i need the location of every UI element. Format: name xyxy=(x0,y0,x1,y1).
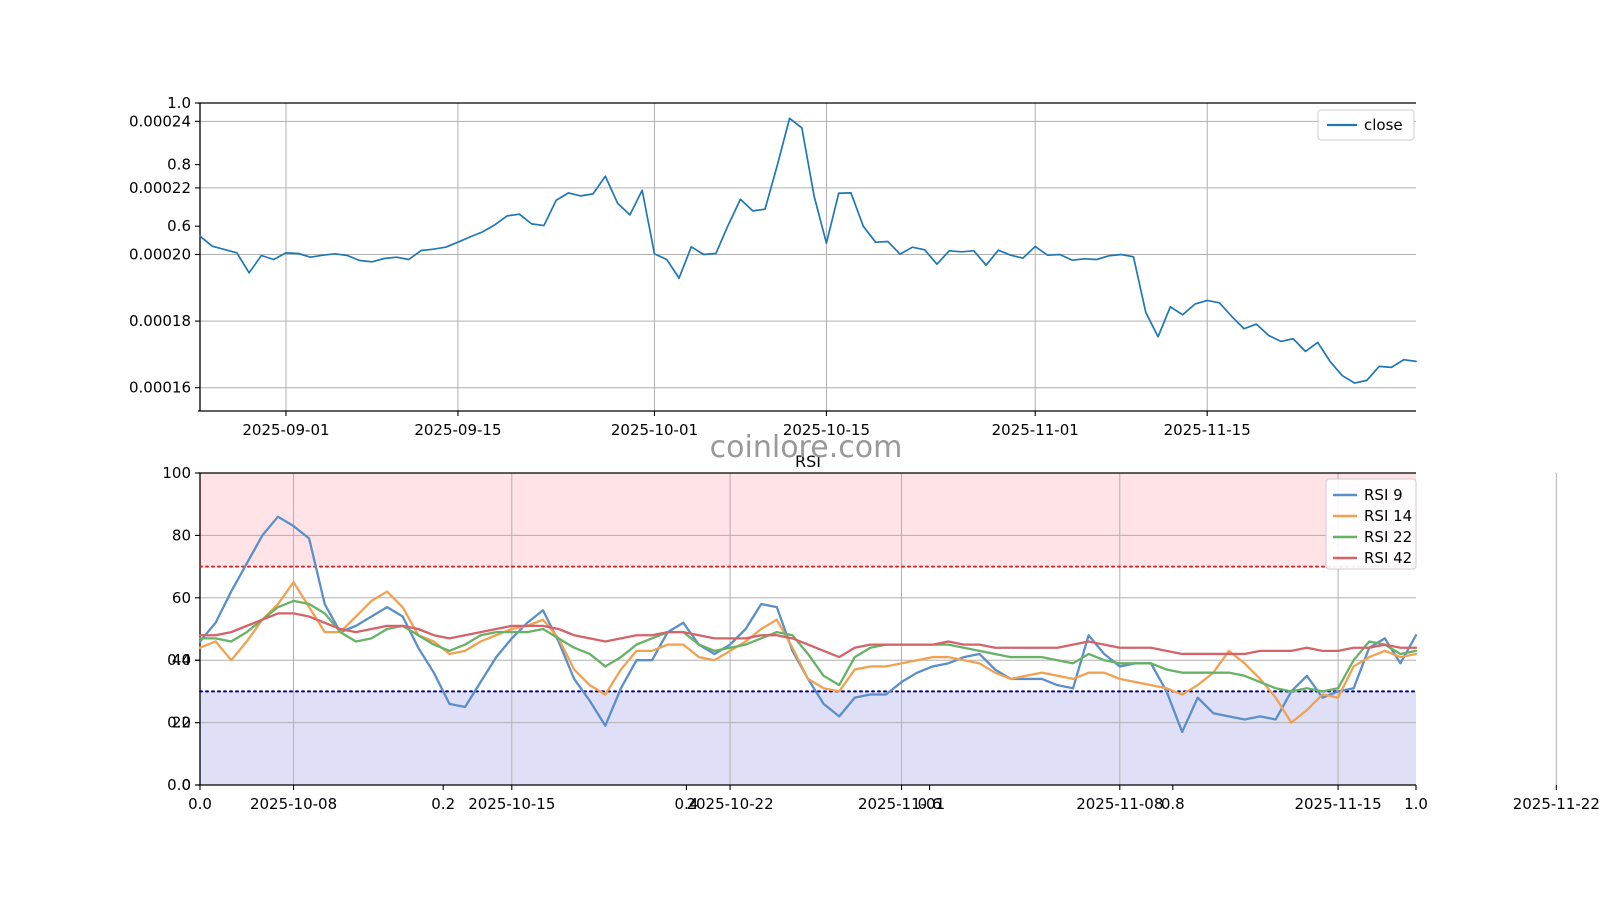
rsi-title: RSI xyxy=(795,452,821,471)
rsi-ytick-label: 80 xyxy=(172,526,191,544)
price-ytick-label: 0.00018 xyxy=(129,312,191,330)
price-xtick-label: 2025-10-01 xyxy=(611,421,698,439)
rsi-legend-box xyxy=(1325,478,1417,570)
rsi-panel: 0 20 40 60 80 100 0.0 0.2 0.4 2025-10-08 2025-10-1… xyxy=(162,452,1600,813)
price-ytick-label-secondary: 0.8 xyxy=(167,156,191,174)
price-xtick-label: 2025-11-15 xyxy=(1164,421,1251,439)
rsi-xtick-label-numeric: 0.2 xyxy=(431,795,455,813)
price-ytick-label: 0.00020 xyxy=(129,246,191,264)
price-legend-box xyxy=(1317,109,1415,141)
rsi-ytick-label: 20 xyxy=(172,714,191,732)
rsi-xtick-label: 2025-11-01 xyxy=(858,795,945,813)
price-xtick-label: 2025-11-01 xyxy=(992,421,1079,439)
rsi-ytick-label: 0 xyxy=(181,776,191,794)
rsi-xtick-label: 2025-10-15 xyxy=(468,795,555,813)
price-legend-label-close: close xyxy=(1364,116,1403,134)
rsi-ytick-label: 100 xyxy=(162,464,191,482)
rsi-overbought-band xyxy=(200,473,1416,567)
rsi-ytick-label-secondary: 0.4 xyxy=(167,651,191,669)
price-ytick-label: 0.00022 xyxy=(129,179,191,197)
rsi-legend-label-rsi-9: RSI 9 xyxy=(1364,486,1403,504)
rsi-xtick-label-numeric: 0.4 xyxy=(674,795,698,813)
rsi-legend-label-rsi-42: RSI 42 xyxy=(1364,549,1412,567)
rsi-xtick-label: 2025-10-08 xyxy=(250,795,337,813)
rsi-xtick-label-numeric: 1.0 xyxy=(1404,795,1428,813)
price-xtick-label: 2025-09-01 xyxy=(242,421,329,439)
price-ytick-label-secondary: 0.6 xyxy=(167,217,191,235)
price-ytick-label: 0.00016 xyxy=(129,379,191,397)
rsi-xtick-label: 2025-11-15 xyxy=(1294,795,1381,813)
price-close-line xyxy=(199,117,1417,384)
rsi-xtick-label-numeric: 0.0 xyxy=(188,795,212,813)
rsi-xtick-label: 2025-10-22 xyxy=(686,795,773,813)
rsi-legend-label-rsi-14: RSI 14 xyxy=(1364,507,1412,525)
rsi-ytick-label-secondary: 0.0 xyxy=(167,776,191,794)
rsi-xtick-label: 2025-11-08 xyxy=(1076,795,1163,813)
price-ytick-label: 0.00024 xyxy=(129,112,191,130)
price-ytick-label-secondary: 1.0 xyxy=(167,94,191,112)
rsi-ytick-label-secondary: 0.2 xyxy=(167,714,191,732)
rsi-line-rsi-42 xyxy=(198,612,1418,659)
rsi-oversold-band xyxy=(200,691,1416,785)
price-xtick-label: 2025-10-15 xyxy=(783,421,870,439)
rsi-legend-label-rsi-22: RSI 22 xyxy=(1364,528,1412,546)
rsi-ytick-label: 40 xyxy=(172,651,191,669)
watermark: coinlore.com xyxy=(710,430,903,465)
rsi-ytick-label: 60 xyxy=(172,589,191,607)
rsi-xtick-label: 2025-11-22 xyxy=(1513,795,1600,813)
rsi-xtick-label-numeric: 0.8 xyxy=(1161,795,1185,813)
price-panel: 0.00016 0.00018 0.00020 0.00022 0.00024 0.6 0.… xyxy=(129,94,1417,439)
price-xtick-label: 2025-09-15 xyxy=(414,421,501,439)
rsi-xtick-label-numeric: 0.6 xyxy=(918,795,942,813)
